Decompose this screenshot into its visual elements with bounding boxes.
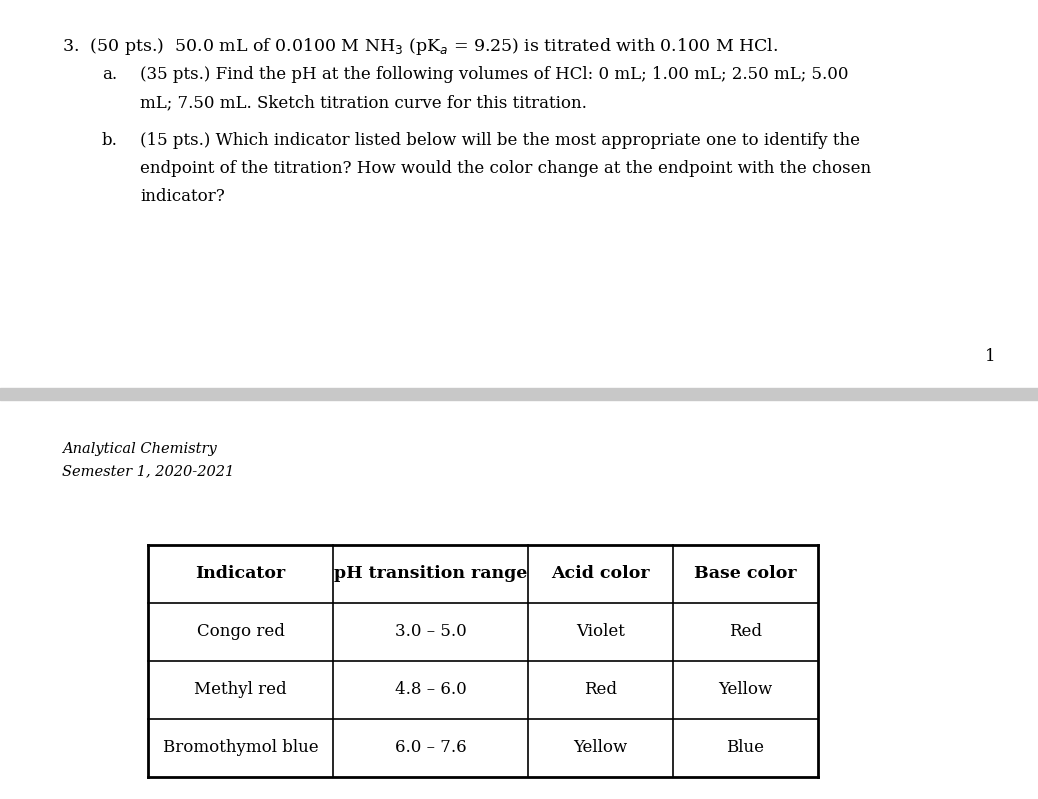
Text: Bromothymol blue: Bromothymol blue [163, 740, 319, 757]
Text: endpoint of the titration? How would the color change at the endpoint with the c: endpoint of the titration? How would the… [140, 160, 871, 177]
Text: 3.  (50 pts.)  50.0 mL of 0.0100 M NH$_3$ (pK$_a$ = 9.25) is titrated with 0.100: 3. (50 pts.) 50.0 mL of 0.0100 M NH$_3$ … [62, 36, 778, 57]
Text: Congo red: Congo red [196, 623, 284, 641]
Text: Blue: Blue [727, 740, 765, 757]
Text: Semester 1, 2020-2021: Semester 1, 2020-2021 [62, 464, 235, 478]
Bar [0, 388, 1038, 400]
Text: indicator?: indicator? [140, 188, 225, 205]
Text: 6.0 – 7.6: 6.0 – 7.6 [394, 740, 466, 757]
Text: Yellow: Yellow [718, 682, 772, 698]
Text: 4.8 – 6.0: 4.8 – 6.0 [394, 682, 466, 698]
Text: a.: a. [102, 66, 117, 83]
Text: Red: Red [584, 682, 617, 698]
Text: Red: Red [729, 623, 762, 641]
Text: pH transition range: pH transition range [334, 566, 527, 582]
Text: b.: b. [102, 132, 118, 149]
Text: (35 pts.) Find the pH at the following volumes of HCl: 0 mL; 1.00 mL; 2.50 mL; 5: (35 pts.) Find the pH at the following v… [140, 66, 848, 83]
Text: 1: 1 [985, 348, 995, 365]
Text: Acid color: Acid color [551, 566, 650, 582]
Text: Base color: Base color [694, 566, 797, 582]
Text: Violet: Violet [576, 623, 625, 641]
Text: Methyl red: Methyl red [194, 682, 286, 698]
Text: Indicator: Indicator [195, 566, 285, 582]
Text: Analytical Chemistry: Analytical Chemistry [62, 442, 217, 456]
Text: (15 pts.) Which indicator listed below will be the most appropriate one to ident: (15 pts.) Which indicator listed below w… [140, 132, 861, 149]
Text: mL; 7.50 mL. Sketch titration curve for this titration.: mL; 7.50 mL. Sketch titration curve for … [140, 94, 586, 111]
Text: Yellow: Yellow [573, 740, 628, 757]
Text: 3.0 – 5.0: 3.0 – 5.0 [394, 623, 466, 641]
